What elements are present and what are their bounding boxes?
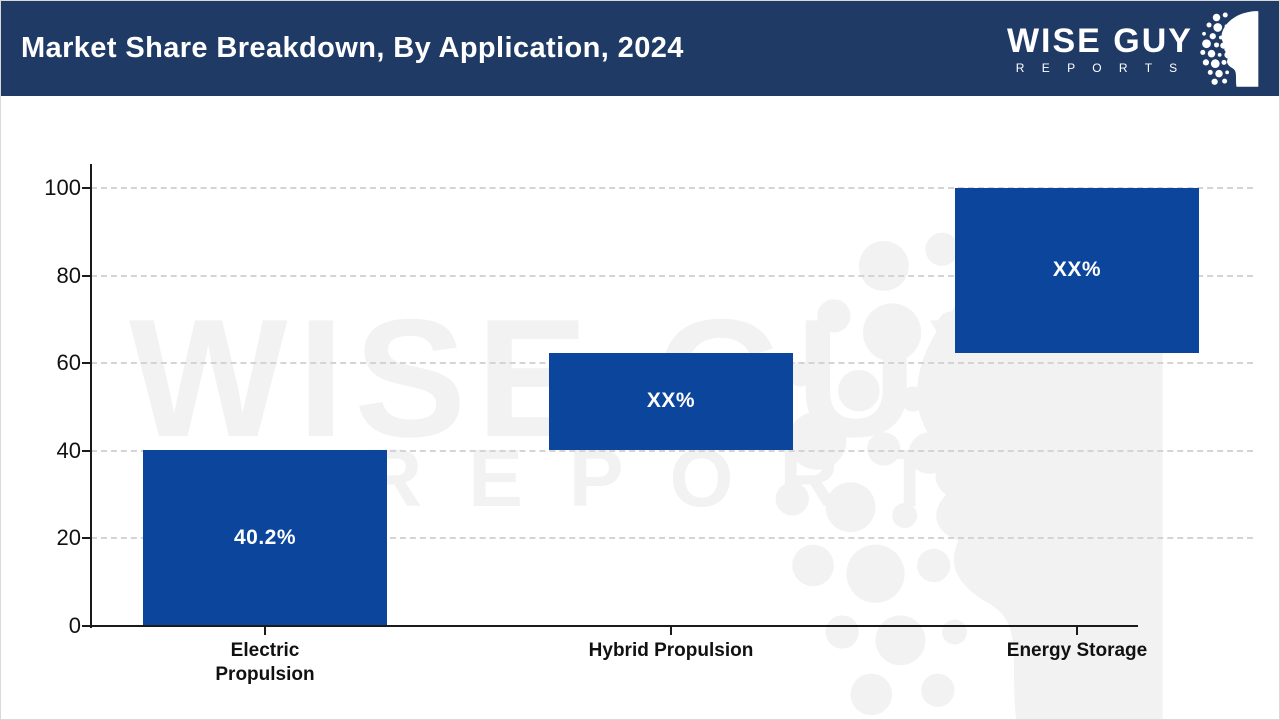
bar-electric-propulsion: 40.2%	[143, 449, 387, 626]
gridline-40	[91, 449, 1253, 452]
chart-canvas: WISE GUY REPORTS 02040608010040.2%Electr…	[1, 96, 1279, 719]
x-tick-2	[1076, 627, 1078, 635]
wiseguy-face-icon	[1197, 10, 1261, 88]
bar-value-label: XX%	[646, 389, 696, 413]
y-tick-80	[82, 274, 91, 277]
logo-wordmark: WISE GUY	[1006, 21, 1193, 60]
y-tick-label: 40	[56, 437, 81, 463]
category-label: Hybrid Propulsion	[588, 640, 754, 661]
bar-value-label: XX%	[1052, 258, 1102, 282]
y-tick-label: 0	[68, 613, 81, 638]
y-tick-label: 100	[44, 175, 81, 200]
y-tick-20	[82, 537, 91, 540]
y-tick-label: 60	[56, 350, 81, 376]
x-tick-1	[670, 627, 672, 635]
category-label: Energy Storage	[1006, 640, 1148, 661]
y-axis-line	[90, 164, 92, 628]
category-label: Electric Propulsion	[215, 640, 315, 685]
y-tick-60	[82, 362, 91, 365]
y-tick-40	[82, 449, 91, 452]
wiseguy-logo-text: WISE GUY R E P O R T S	[1007, 24, 1193, 74]
bar-hybrid-propulsion: XX%	[549, 352, 793, 450]
wiseguy-logo: WISE GUY R E P O R T S	[1007, 10, 1261, 88]
x-tick-0	[264, 627, 266, 635]
gridline-20	[91, 537, 1253, 540]
header-bar: Market Share Breakdown, By Application, …	[1, 1, 1279, 96]
x-axis-line	[86, 625, 1138, 627]
y-tick-100	[82, 187, 91, 189]
y-tick-label: 20	[56, 525, 81, 551]
y-tick-label: 80	[56, 262, 81, 288]
gridline-80	[91, 274, 1253, 277]
bar-value-label: 40.2%	[233, 525, 297, 549]
bar-energy-storage: XX%	[955, 188, 1199, 353]
gridline-100	[91, 187, 1253, 189]
logo-subtitle: R E P O R T S	[1015, 60, 1185, 75]
page-title: Market Share Breakdown, By Application, …	[21, 32, 684, 64]
